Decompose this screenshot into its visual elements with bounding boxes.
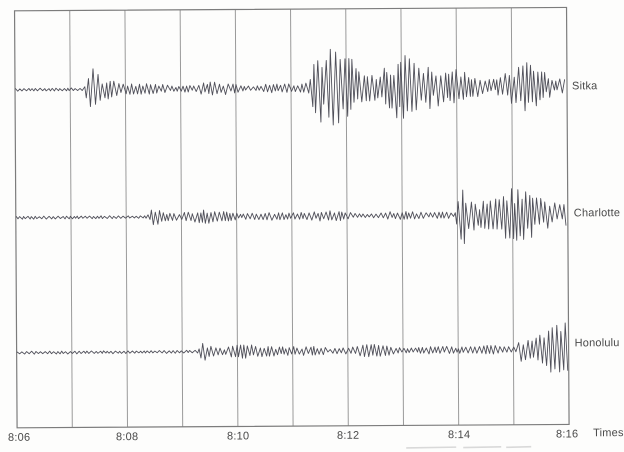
x-axis-title: Times — [593, 427, 624, 440]
seismogram-trace-honolulu — [16, 322, 569, 373]
x-tick-0816: 8:16 — [555, 428, 579, 441]
minute-gridline — [124, 10, 128, 428]
minute-gridline — [290, 9, 294, 427]
station-label-charlotte: Charlotte — [573, 207, 621, 220]
x-tick-0814: 8:14 — [447, 429, 471, 442]
seismogram-trace-charlotte — [15, 188, 567, 245]
minute-gridline — [234, 9, 239, 427]
x-tick-0808: 8:08 — [116, 431, 139, 444]
x-tick-0812: 8:12 — [336, 429, 360, 442]
station-label-honolulu: Honolulu — [574, 337, 620, 350]
x-tick-0806: 8:06 — [8, 431, 31, 444]
scan-artifact-line — [463, 446, 502, 449]
scan-artifact-line — [506, 445, 532, 449]
seismogram-trace-sitka — [15, 48, 566, 126]
station-label-sitka: Sitka — [571, 80, 598, 93]
x-tick-0810: 8:10 — [227, 430, 250, 443]
scan-artifact-line — [406, 446, 457, 449]
plot-border — [13, 6, 570, 429]
minute-gridline — [69, 10, 73, 428]
